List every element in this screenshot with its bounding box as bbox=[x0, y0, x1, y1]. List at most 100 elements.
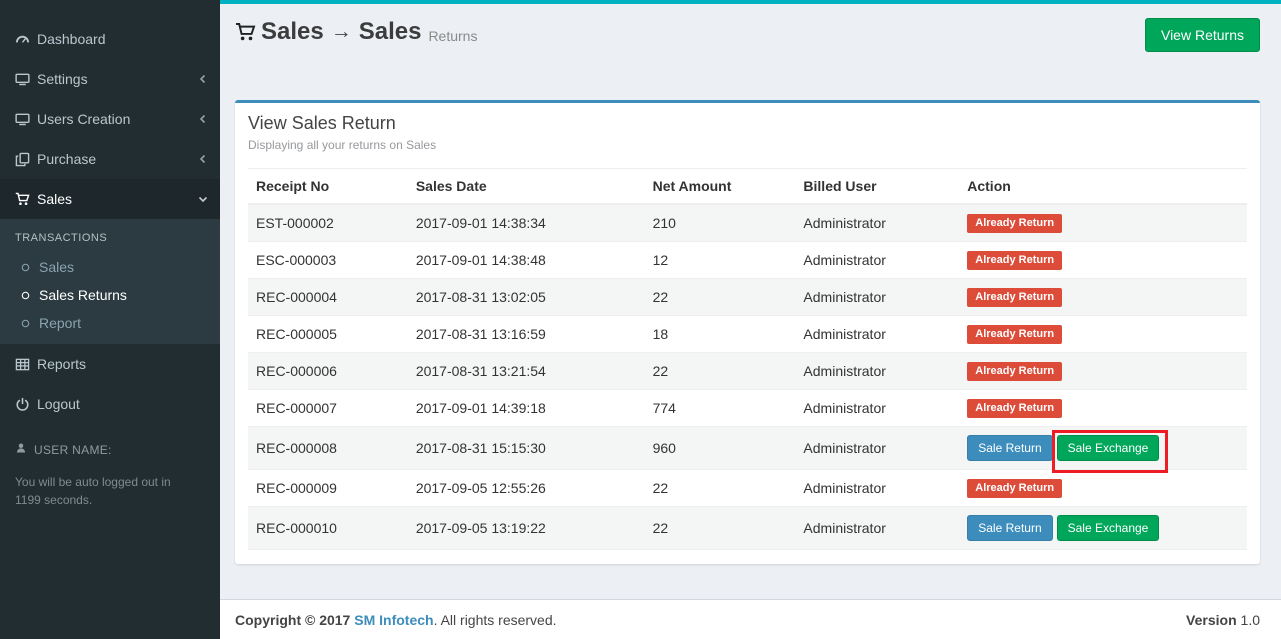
sidebar-item-sales[interactable]: Sales bbox=[0, 179, 220, 219]
sales-date-cell: 2017-08-31 13:21:54 bbox=[407, 352, 645, 390]
receipt-no-cell: REC-000006 bbox=[248, 352, 408, 390]
sidebar-item-users-creation[interactable]: Users Creation bbox=[0, 99, 220, 139]
card-header: View Sales Return Displaying all your re… bbox=[235, 103, 1260, 158]
billed-user-cell: Administrator bbox=[795, 389, 960, 427]
sales-submenu: TRANSACTIONS Sales Sales Returns bbox=[0, 219, 220, 344]
action-cell: Already Return bbox=[959, 278, 1247, 316]
submenu-item-label: Sales bbox=[39, 259, 75, 275]
billed-user-cell: Administrator bbox=[795, 469, 960, 507]
circle-icon bbox=[21, 319, 30, 328]
net-amount-cell: 960 bbox=[644, 426, 796, 470]
breadcrumb-sales: Sales bbox=[261, 18, 324, 45]
sidebar-item-label: Reports bbox=[37, 356, 87, 372]
user-panel: USER NAME: You will be auto logged out i… bbox=[0, 432, 220, 519]
version-label: Version bbox=[1186, 611, 1237, 628]
top-accent-strip bbox=[220, 0, 1281, 4]
submenu-item-label: Report bbox=[39, 315, 82, 331]
billed-user-cell: Administrator bbox=[795, 203, 960, 242]
billed-user-cell: Administrator bbox=[795, 315, 960, 353]
copyright-bold: Copyright © 2017 bbox=[235, 611, 351, 628]
card-subtitle: Displaying all your returns on Sales bbox=[248, 138, 437, 152]
company-link[interactable]: SM Infotech bbox=[354, 611, 434, 628]
net-amount-cell: 22 bbox=[644, 469, 796, 507]
sale-return-button[interactable]: Sale Return bbox=[967, 515, 1053, 541]
net-amount-cell: 12 bbox=[644, 241, 796, 279]
action-cell: Already Return bbox=[959, 241, 1247, 279]
sidebar-item-dashboard[interactable]: Dashboard bbox=[0, 19, 220, 59]
action-cell: Already Return bbox=[959, 203, 1247, 242]
already-return-badge: Already Return bbox=[967, 362, 1063, 381]
receipt-no-cell: EST-000002 bbox=[248, 203, 408, 242]
chevron-left-icon bbox=[198, 114, 208, 124]
billed-user-cell: Administrator bbox=[795, 426, 960, 470]
billed-user-cell: Administrator bbox=[795, 241, 960, 279]
arrow-right-icon: → bbox=[330, 20, 352, 43]
billed-user-cell: Administrator bbox=[795, 506, 960, 550]
breadcrumb-sales-returns: Sales bbox=[358, 18, 422, 45]
sidebar-item-purchase[interactable]: Purchase bbox=[0, 139, 220, 179]
chevron-left-icon bbox=[198, 74, 208, 84]
column-header-net-amount: Net Amount bbox=[644, 168, 796, 205]
power-icon bbox=[15, 397, 37, 412]
version-value: 1.0 bbox=[1240, 611, 1260, 628]
net-amount-cell: 22 bbox=[644, 506, 796, 550]
chevron-left-icon bbox=[198, 154, 208, 164]
submenu-item-sales[interactable]: Sales bbox=[0, 253, 220, 281]
sales-return-card: View Sales Return Displaying all your re… bbox=[235, 100, 1260, 564]
already-return-badge: Already Return bbox=[967, 251, 1063, 270]
sale-return-button[interactable]: Sale Return bbox=[967, 435, 1053, 461]
sale-exchange-button[interactable]: Sale Exchange bbox=[1056, 515, 1160, 541]
net-amount-cell: 210 bbox=[644, 203, 796, 242]
action-cell: Already Return bbox=[959, 469, 1247, 507]
sales-date-cell: 2017-08-31 13:02:05 bbox=[407, 278, 645, 316]
sidebar: Dashboard Settings Users Creation bbox=[0, 0, 220, 639]
action-cell: Sale Return Sale Exchange bbox=[959, 506, 1247, 550]
sidebar-item-settings[interactable]: Settings bbox=[0, 59, 220, 99]
circle-icon bbox=[21, 263, 30, 272]
sidebar-item-label: Purchase bbox=[37, 151, 97, 167]
cart-icon bbox=[15, 192, 37, 207]
column-header-billed-user: Billed User bbox=[795, 168, 960, 205]
view-returns-button[interactable]: View Returns bbox=[1144, 18, 1260, 52]
user-name-label: USER NAME: bbox=[34, 442, 112, 457]
sidebar-item-label: Logout bbox=[37, 396, 80, 412]
page-title: Sales → Sales Returns bbox=[235, 18, 477, 46]
breadcrumb-returns-sub: Returns bbox=[428, 27, 478, 44]
submenu-item-report[interactable]: Report bbox=[0, 309, 220, 337]
transactions-section-header: TRANSACTIONS bbox=[15, 232, 108, 244]
sales-returns-table-body: EST-000002 2017-09-01 14:38:34 210 Admin… bbox=[248, 203, 1247, 550]
receipt-no-cell: REC-000005 bbox=[248, 315, 408, 353]
card-title: View Sales Return bbox=[248, 113, 396, 133]
net-amount-cell: 774 bbox=[644, 389, 796, 427]
version-text: Version 1.0 bbox=[1186, 612, 1260, 628]
users-creation-icon bbox=[15, 112, 37, 127]
sidebar-item-reports[interactable]: Reports bbox=[0, 344, 220, 384]
sidebar-menu: Dashboard Settings Users Creation bbox=[0, 19, 220, 424]
copyright-text: Copyright © 2017 SM Infotech. All rights… bbox=[235, 612, 557, 628]
table-row: EST-000002 2017-09-01 14:38:34 210 Admin… bbox=[248, 203, 1247, 242]
billed-user-cell: Administrator bbox=[795, 352, 960, 390]
sales-returns-table: Receipt No Sales Date Net Amount Billed … bbox=[248, 168, 1247, 550]
sales-date-cell: 2017-09-05 13:19:22 bbox=[407, 506, 645, 550]
main-area: Sales → Sales Returns View Returns View … bbox=[220, 0, 1281, 639]
submenu-item-sales-returns[interactable]: Sales Returns bbox=[0, 281, 220, 309]
column-header-sales-date: Sales Date bbox=[407, 168, 645, 205]
table-header-row: Receipt No Sales Date Net Amount Billed … bbox=[248, 168, 1247, 205]
rights-text: . All rights reserved. bbox=[433, 611, 557, 628]
footer: Copyright © 2017 SM Infotech. All rights… bbox=[220, 599, 1281, 639]
sale-exchange-button[interactable]: Sale Exchange bbox=[1056, 435, 1160, 461]
receipt-no-cell: REC-000008 bbox=[248, 426, 408, 470]
submenu-item-label: Sales Returns bbox=[39, 287, 127, 303]
net-amount-cell: 22 bbox=[644, 278, 796, 316]
net-amount-cell: 22 bbox=[644, 352, 796, 390]
already-return-badge: Already Return bbox=[967, 479, 1063, 498]
table-row: REC-000004 2017-08-31 13:02:05 22 Admini… bbox=[248, 278, 1247, 316]
annotation-highlight-box: Sale Exchange bbox=[1051, 430, 1169, 473]
sidebar-item-label: Users Creation bbox=[37, 111, 131, 127]
chevron-down-icon bbox=[198, 194, 208, 204]
sidebar-item-logout[interactable]: Logout bbox=[0, 384, 220, 424]
user-icon bbox=[15, 442, 27, 457]
receipt-no-cell: REC-000009 bbox=[248, 469, 408, 507]
purchase-icon bbox=[15, 152, 37, 167]
